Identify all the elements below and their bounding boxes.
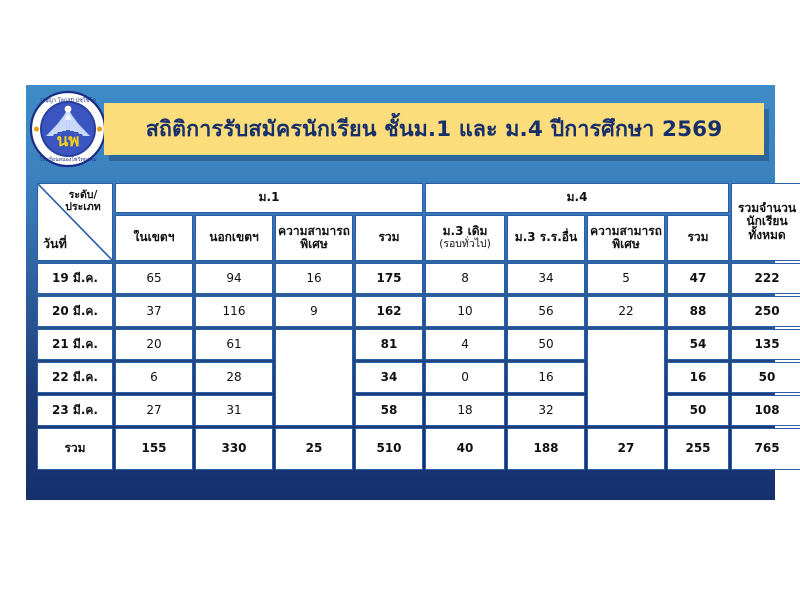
- footer-m4-former: 40: [425, 428, 506, 470]
- cell-m1-special-unavailable: [275, 329, 353, 426]
- svg-text:โรงเรียนหนองโพวิทยาคม: โรงเรียนหนองโพวิทยาคม: [39, 156, 96, 163]
- cell-m1-total: 175: [355, 263, 424, 294]
- cell-m4-other: 16: [507, 362, 586, 393]
- subheader-m1-out-district: นอกเขตฯ: [195, 215, 273, 261]
- group-header-m1: ม.1: [115, 183, 424, 213]
- corner-header-cell: ระดับ/ประเภท วันที่: [37, 183, 113, 261]
- footer-label: รวม: [37, 428, 113, 470]
- subheader-m4-special-ability: ความสามารถพิเศษ: [587, 215, 666, 261]
- cell-m1-total: 34: [355, 362, 424, 393]
- cell-m1-in: 20: [115, 329, 193, 360]
- statistics-table-container: ระดับ/ประเภท วันที่ ม.1 ม.4 รวมจำนวนนักเ…: [35, 181, 800, 471]
- subheader-m4-former-main: ม.3 เดิม: [442, 224, 488, 239]
- cell-grand-total: 108: [731, 395, 800, 426]
- school-emblem-logo: นพ ปญฺญา โลกสฺมิ ปชฺโชโต โรงเรียนหนองโพว…: [29, 90, 107, 168]
- cell-m4-former: 4: [425, 329, 506, 360]
- cell-m1-out: 28: [195, 362, 273, 393]
- cell-m1-in: 27: [115, 395, 193, 426]
- table-row: 19 มี.ค. 65 94 16 175 8 34 5 47 222: [37, 263, 800, 294]
- cell-m1-total: 58: [355, 395, 424, 426]
- cell-m1-out: 116: [195, 296, 273, 327]
- cell-m1-special: 9: [275, 296, 353, 327]
- cell-m1-out: 94: [195, 263, 273, 294]
- cell-m4-special: 22: [587, 296, 666, 327]
- footer-m1-in: 155: [115, 428, 193, 470]
- cell-m1-in: 37: [115, 296, 193, 327]
- footer-m1-total: 510: [355, 428, 424, 470]
- cell-grand-total: 50: [731, 362, 800, 393]
- subheader-m4-former-m3: ม.3 เดิม (รอบทั่วไป): [425, 215, 506, 261]
- cell-m4-other: 50: [507, 329, 586, 360]
- cell-grand-total: 250: [731, 296, 800, 327]
- row-date: 20 มี.ค.: [37, 296, 113, 327]
- group-header-m4: ม.4: [425, 183, 730, 213]
- footer-m4-other: 188: [507, 428, 586, 470]
- cell-m4-special: 5: [587, 263, 666, 294]
- row-date: 22 มี.ค.: [37, 362, 113, 393]
- admission-statistics-table: ระดับ/ประเภท วันที่ ม.1 ม.4 รวมจำนวนนักเ…: [35, 181, 800, 472]
- cell-m4-total: 16: [667, 362, 730, 393]
- corner-label-date: วันที่: [43, 236, 67, 251]
- table-row: 23 มี.ค. 27 31 58 18 32 50 108: [37, 395, 800, 426]
- cell-m4-former: 8: [425, 263, 506, 294]
- footer-m1-out: 330: [195, 428, 273, 470]
- cell-m1-out: 61: [195, 329, 273, 360]
- cell-m4-other: 56: [507, 296, 586, 327]
- row-date: 19 มี.ค.: [37, 263, 113, 294]
- corner-label-category: ระดับ/ประเภท: [65, 189, 101, 213]
- group-header-grand-total: รวมจำนวนนักเรียนทั้งหมด: [731, 183, 800, 261]
- subheader-m1-total: รวม: [355, 215, 424, 261]
- cell-m1-in: 6: [115, 362, 193, 393]
- subheader-m1-special-ability: ความสามารถพิเศษ: [275, 215, 353, 261]
- footer-m1-special: 25: [275, 428, 353, 470]
- cell-m4-former: 0: [425, 362, 506, 393]
- diagonal-divider-icon: [38, 184, 112, 260]
- footer-m4-total: 255: [667, 428, 730, 470]
- cell-m4-former: 10: [425, 296, 506, 327]
- cell-grand-total: 135: [731, 329, 800, 360]
- cell-m1-total: 162: [355, 296, 424, 327]
- table-header-group-row: ระดับ/ประเภท วันที่ ม.1 ม.4 รวมจำนวนนักเ…: [37, 183, 800, 261]
- cell-m4-total: 88: [667, 296, 730, 327]
- table-header-sub-row: ในเขตฯ นอกเขตฯ ความสามารถพิเศษ รวม ม.3 เ…: [37, 215, 800, 261]
- row-date: 23 มี.ค.: [37, 395, 113, 426]
- footer-grand-total: 765: [731, 428, 800, 470]
- cell-m1-in: 65: [115, 263, 193, 294]
- cell-m4-special-unavailable: [587, 329, 666, 426]
- table-row: 20 มี.ค. 37 116 9 162 10 56 22 88 250: [37, 296, 800, 327]
- table-footer-row: รวม 155 330 25 510 40 188 27 255 765: [37, 428, 800, 470]
- page-title: สถิติการรับสมัครนักเรียน ชั้นม.1 และ ม.4…: [145, 117, 723, 142]
- subheader-m4-total: รวม: [667, 215, 730, 261]
- subheader-m4-other-school: ม.3 ร.ร.อื่น: [507, 215, 586, 261]
- slide-panel: นพ ปญฺญา โลกสฺมิ ปชฺโชโต โรงเรียนหนองโพว…: [26, 85, 800, 500]
- subheader-m4-former-sub: (รอบทั่วไป): [439, 237, 491, 250]
- cell-m4-other: 34: [507, 263, 586, 294]
- cell-m4-total: 47: [667, 263, 730, 294]
- cell-m4-other: 32: [507, 395, 586, 426]
- cell-m1-out: 31: [195, 395, 273, 426]
- cell-m4-total: 50: [667, 395, 730, 426]
- cell-m4-former: 18: [425, 395, 506, 426]
- row-date: 21 มี.ค.: [37, 329, 113, 360]
- cell-m4-total: 54: [667, 329, 730, 360]
- cell-grand-total: 222: [731, 263, 800, 294]
- footer-m4-special: 27: [587, 428, 666, 470]
- table-row: 21 มี.ค. 20 61 81 4 50 54 135: [37, 329, 800, 426]
- cell-m1-special: 16: [275, 263, 353, 294]
- svg-text:นพ: นพ: [57, 131, 80, 151]
- slide-title-banner: สถิติการรับสมัครนักเรียน ชั้นม.1 และ ม.4…: [104, 103, 764, 155]
- subheader-m1-in-district: ในเขตฯ: [115, 215, 193, 261]
- svg-text:ปญฺญา โลกสฺมิ ปชฺโชโต: ปญฺญา โลกสฺมิ ปชฺโชโต: [40, 97, 96, 104]
- table-row: 22 มี.ค. 6 28 34 0 16 16 50: [37, 362, 800, 393]
- cell-m1-total: 81: [355, 329, 424, 360]
